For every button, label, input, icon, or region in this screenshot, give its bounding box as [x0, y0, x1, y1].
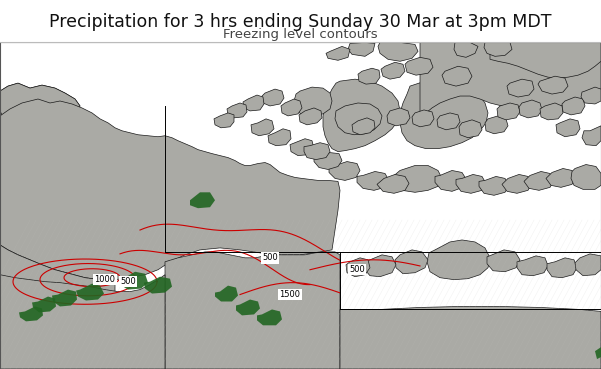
Polygon shape [524, 172, 554, 190]
Polygon shape [190, 192, 215, 208]
Polygon shape [571, 165, 601, 189]
Polygon shape [395, 250, 428, 274]
Polygon shape [357, 172, 389, 190]
Polygon shape [381, 62, 405, 79]
Text: 1500: 1500 [279, 290, 300, 299]
Polygon shape [556, 119, 580, 137]
Polygon shape [502, 175, 532, 193]
Polygon shape [294, 87, 332, 116]
Polygon shape [326, 46, 350, 60]
Polygon shape [582, 126, 601, 146]
Polygon shape [442, 66, 472, 86]
Polygon shape [575, 254, 601, 276]
Polygon shape [400, 79, 488, 149]
Polygon shape [427, 240, 490, 280]
Polygon shape [346, 258, 370, 277]
Polygon shape [262, 89, 284, 106]
Polygon shape [76, 284, 104, 300]
Polygon shape [364, 255, 396, 277]
Polygon shape [540, 103, 563, 120]
Polygon shape [299, 108, 322, 125]
Polygon shape [437, 113, 460, 130]
Polygon shape [19, 307, 43, 321]
Polygon shape [484, 42, 512, 56]
Polygon shape [547, 258, 577, 278]
Polygon shape [335, 103, 382, 135]
Polygon shape [0, 83, 80, 179]
Polygon shape [314, 153, 342, 169]
Polygon shape [340, 307, 601, 369]
Polygon shape [236, 300, 260, 315]
Polygon shape [538, 76, 568, 94]
Polygon shape [0, 245, 115, 311]
Polygon shape [358, 68, 380, 84]
Polygon shape [562, 97, 585, 115]
Text: 500: 500 [349, 265, 365, 274]
Polygon shape [0, 275, 165, 369]
Polygon shape [485, 116, 508, 134]
Polygon shape [507, 79, 534, 97]
Polygon shape [227, 103, 247, 118]
Polygon shape [304, 143, 330, 159]
Polygon shape [52, 290, 77, 307]
Polygon shape [595, 347, 601, 359]
Polygon shape [393, 166, 442, 192]
Polygon shape [479, 176, 509, 195]
Polygon shape [519, 100, 542, 118]
Polygon shape [268, 129, 291, 146]
Polygon shape [546, 169, 576, 187]
Polygon shape [352, 118, 375, 135]
Polygon shape [214, 113, 234, 128]
Text: Freezing level contours: Freezing level contours [223, 28, 378, 41]
Polygon shape [412, 110, 434, 127]
Polygon shape [377, 175, 409, 193]
Polygon shape [0, 99, 340, 280]
Polygon shape [165, 252, 340, 369]
Polygon shape [144, 277, 172, 294]
Polygon shape [251, 119, 274, 136]
Polygon shape [243, 95, 264, 111]
Polygon shape [323, 79, 400, 152]
Polygon shape [454, 42, 478, 57]
Polygon shape [487, 250, 520, 272]
Polygon shape [257, 310, 282, 325]
Polygon shape [290, 139, 314, 156]
Text: 500: 500 [262, 254, 278, 262]
Polygon shape [459, 120, 482, 138]
Polygon shape [517, 256, 548, 276]
Polygon shape [456, 175, 486, 193]
Polygon shape [329, 162, 360, 180]
Polygon shape [119, 272, 148, 290]
Text: 500: 500 [120, 277, 136, 286]
Polygon shape [435, 170, 467, 191]
Polygon shape [405, 57, 433, 75]
Polygon shape [0, 83, 80, 179]
Polygon shape [215, 286, 238, 301]
Polygon shape [32, 297, 56, 313]
Polygon shape [497, 103, 520, 120]
Text: Precipitation for 3 hrs ending Sunday 30 Mar at 3pm MDT: Precipitation for 3 hrs ending Sunday 30… [49, 13, 552, 31]
Polygon shape [281, 99, 302, 116]
Polygon shape [378, 42, 418, 61]
Polygon shape [348, 42, 375, 56]
Polygon shape [420, 42, 601, 126]
Polygon shape [387, 108, 410, 126]
Polygon shape [0, 327, 22, 347]
Text: 1000: 1000 [94, 275, 115, 284]
Polygon shape [490, 42, 601, 78]
Polygon shape [581, 87, 601, 104]
Polygon shape [0, 297, 30, 329]
